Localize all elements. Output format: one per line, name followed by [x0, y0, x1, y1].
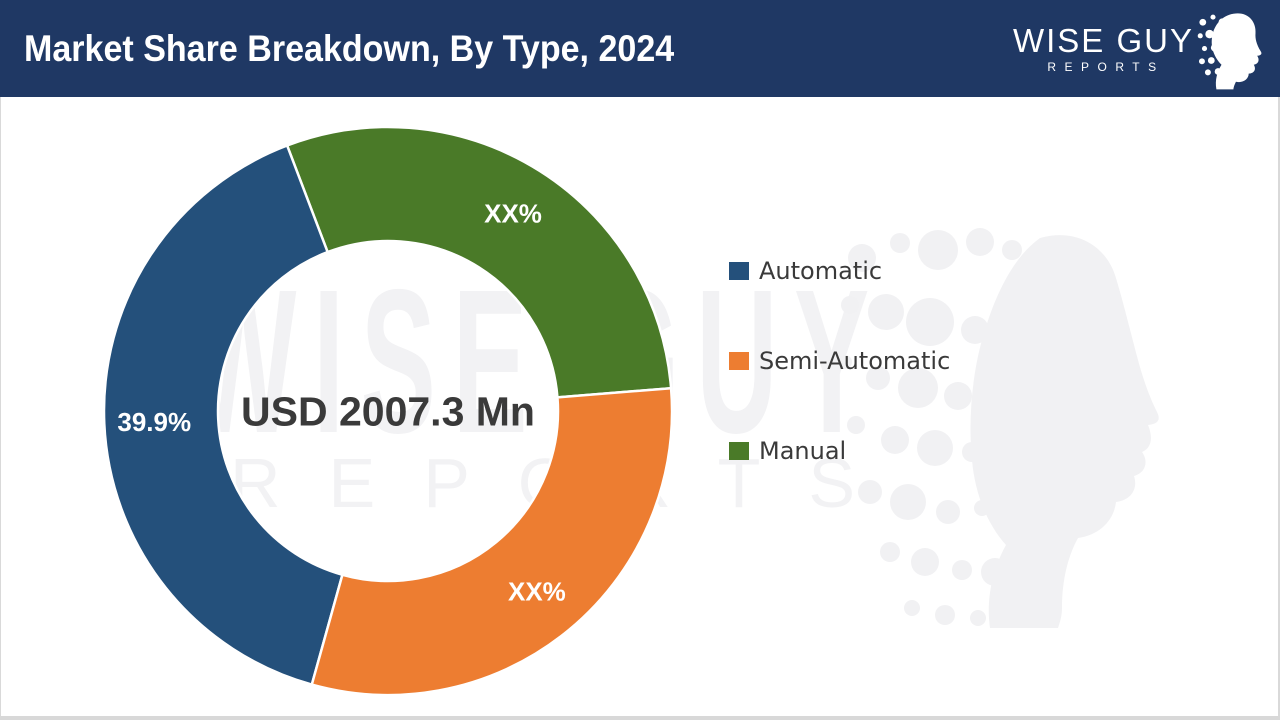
legend-label: Automatic	[759, 257, 883, 285]
page-title: Market Share Breakdown, By Type, 2024	[24, 27, 675, 69]
chart-legend: Automatic Semi-Automatic Manual	[729, 257, 950, 527]
bottom-strip	[0, 716, 1280, 720]
legend-item-automatic: Automatic	[729, 257, 950, 285]
header-bar: Market Share Breakdown, By Type, 2024 WI…	[0, 0, 1280, 97]
segment-label-manual: XX%	[484, 198, 542, 228]
segment-label-semi-automatic: XX%	[508, 577, 566, 607]
donut-segment-automatic	[102, 144, 344, 686]
legend-swatch-icon	[729, 262, 749, 280]
legend-swatch-icon	[729, 352, 749, 370]
wiseguy-logo: WISE GUY REPORTS	[1013, 7, 1264, 91]
logo-face-silhouette	[1211, 12, 1262, 89]
legend-swatch-icon	[729, 442, 749, 460]
legend-label: Semi-Automatic	[759, 347, 951, 375]
wiseguy-face-icon	[1197, 12, 1262, 89]
logo-wordmark: WISE GUY	[1012, 21, 1194, 59]
legend-item-manual: Manual	[729, 437, 950, 465]
donut-center-value: USD 2007.3 Mn	[241, 388, 535, 434]
segment-label-automatic: 39.9%	[117, 407, 191, 437]
legend-item-semi-automatic: Semi-Automatic	[729, 347, 950, 375]
logo-subtext: REPORTS	[1047, 59, 1165, 74]
watermark-face-silhouette	[970, 235, 1159, 628]
donut-segment-semi-automatic	[310, 386, 674, 697]
donut-segment-manual	[285, 125, 673, 399]
logo-text: WISE GUY REPORTS	[1012, 21, 1194, 74]
legend-label: Manual	[759, 437, 847, 465]
